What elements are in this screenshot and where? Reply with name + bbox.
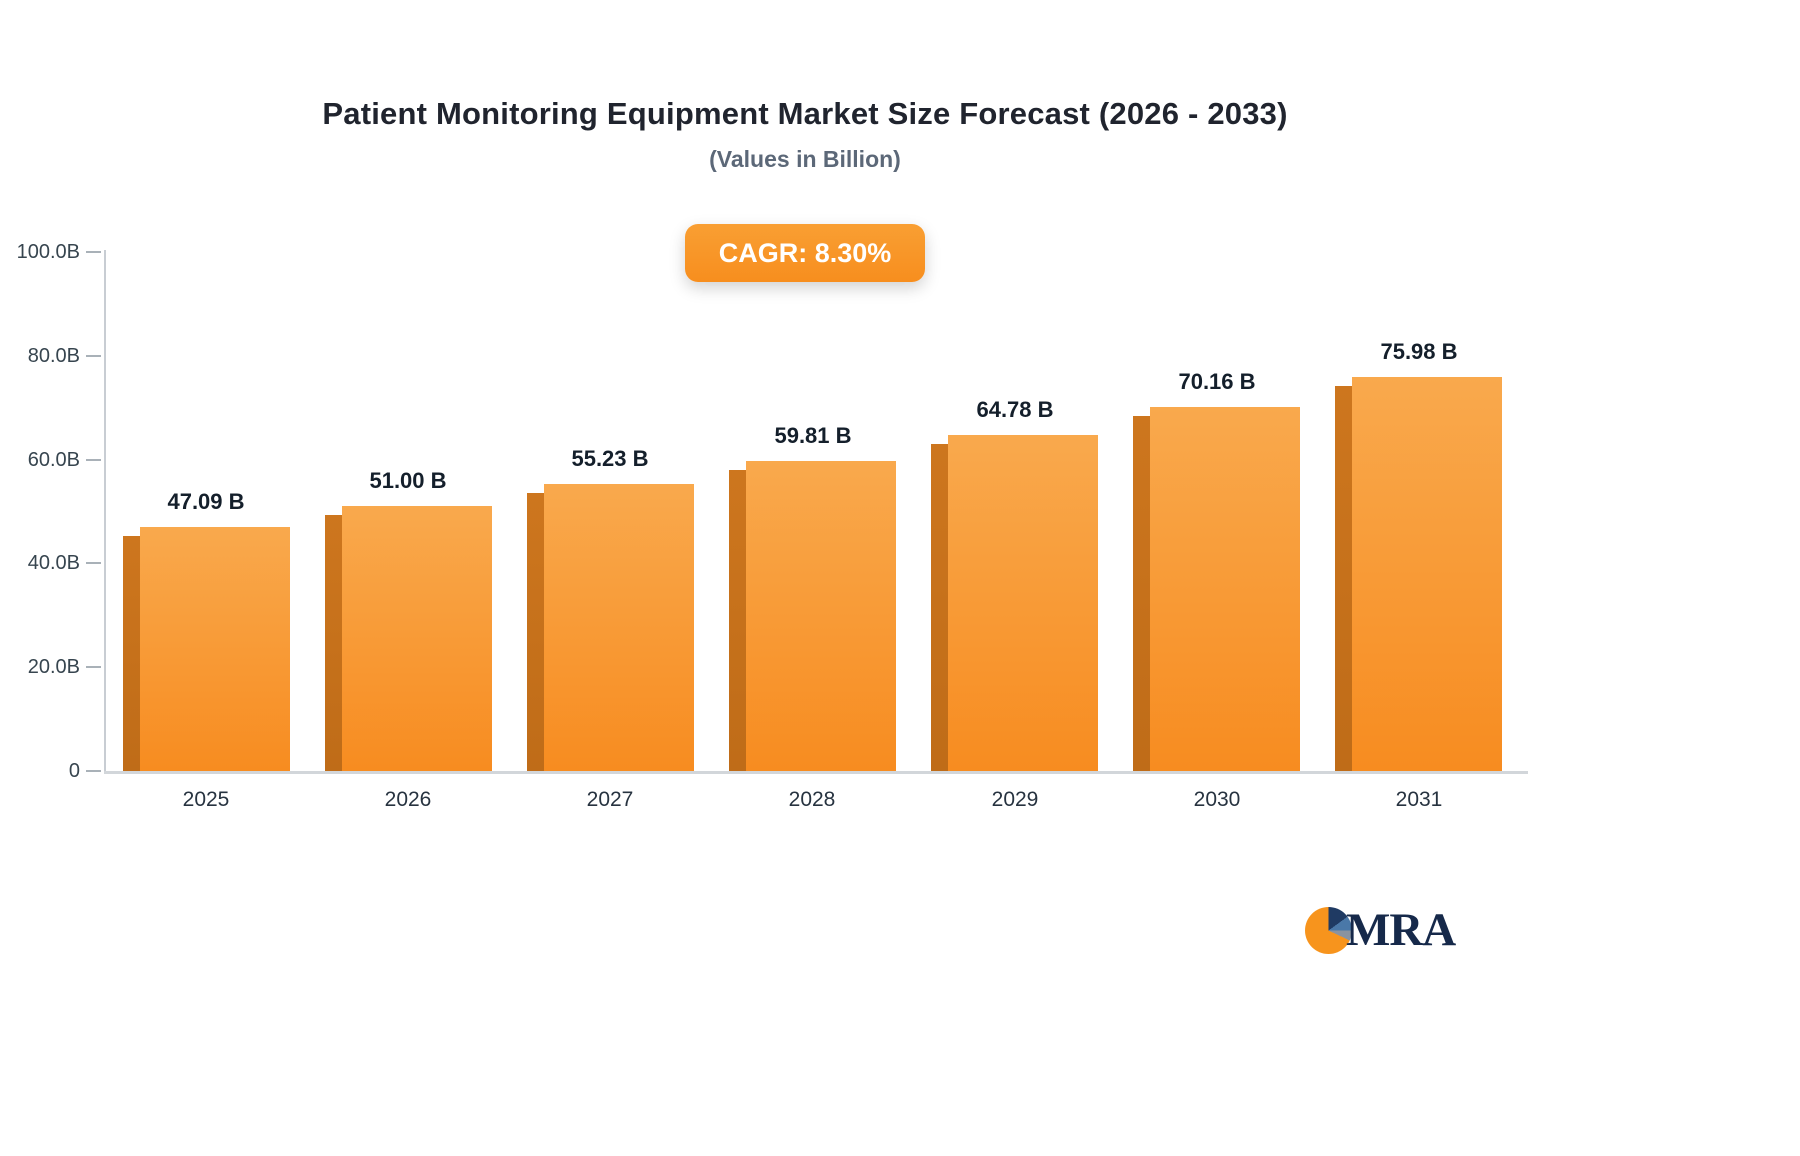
y-axis-tick-label: 80.0B bbox=[27, 345, 80, 367]
y-axis-tick-label: 60.0B bbox=[27, 449, 80, 471]
bar-2030 bbox=[1150, 407, 1300, 771]
chart-subtitle: (Values in Billion) bbox=[709, 146, 901, 172]
x-axis-label-2028: 2028 bbox=[788, 788, 836, 811]
y-axis-tick bbox=[86, 666, 101, 668]
y-axis-tick bbox=[86, 770, 101, 772]
y-axis-tick-label: 40.0B bbox=[27, 552, 80, 574]
brand-logo-text: MRA bbox=[1346, 904, 1456, 956]
x-axis-label-2030: 2030 bbox=[1193, 788, 1241, 811]
brand-logo: MRA bbox=[1305, 903, 1456, 957]
x-axis-label-2031: 2031 bbox=[1395, 788, 1443, 811]
bar-side-face-2027 bbox=[527, 493, 544, 771]
x-axis-label-2027: 2027 bbox=[586, 788, 634, 811]
x-axis-label-2029: 2029 bbox=[991, 788, 1039, 811]
chart-title: Patient Monitoring Equipment Market Size… bbox=[322, 96, 1288, 131]
bar-2026 bbox=[342, 506, 492, 771]
bar-2031 bbox=[1352, 377, 1502, 771]
pie-logo-icon bbox=[1305, 906, 1352, 954]
bar-value-label-2025: 47.09 B bbox=[167, 489, 245, 514]
cagr-badge: CAGR: 8.30% bbox=[685, 224, 925, 282]
bar-2028 bbox=[746, 461, 896, 771]
bar-side-face-2025 bbox=[123, 536, 140, 771]
x-axis-line bbox=[104, 771, 1528, 774]
bar-side-face-2031 bbox=[1335, 386, 1352, 771]
bar-value-label-2028: 59.81 B bbox=[774, 423, 852, 448]
bar-2025 bbox=[140, 527, 290, 771]
y-axis-tick-label: 0 bbox=[68, 760, 80, 782]
y-axis-line bbox=[104, 250, 106, 773]
bar-side-face-2026 bbox=[325, 515, 342, 771]
y-axis-tick bbox=[86, 251, 101, 253]
bar-2029 bbox=[948, 435, 1098, 771]
cagr-badge-label: CAGR: 8.30% bbox=[718, 237, 892, 268]
y-axis-tick bbox=[86, 459, 101, 461]
y-axis-tick-label: 20.0B bbox=[27, 656, 80, 678]
x-axis-label-2026: 2026 bbox=[384, 788, 432, 811]
y-axis-tick-label: 100.0B bbox=[16, 241, 80, 263]
x-axis-label-2025: 2025 bbox=[182, 788, 230, 811]
bar-value-label-2031: 75.98 B bbox=[1380, 339, 1458, 364]
bar-side-face-2028 bbox=[729, 470, 746, 771]
bar-value-label-2029: 64.78 B bbox=[976, 397, 1054, 422]
bar-value-label-2027: 55.23 B bbox=[571, 446, 649, 471]
bar-value-label-2030: 70.16 B bbox=[1178, 369, 1256, 394]
y-axis-tick bbox=[86, 355, 101, 357]
bar-side-face-2029 bbox=[931, 444, 948, 771]
bar-2027 bbox=[544, 484, 694, 771]
bar-value-label-2026: 51.00 B bbox=[369, 468, 447, 493]
bar-side-face-2030 bbox=[1133, 416, 1150, 771]
chart-header: Patient Monitoring Equipment Market Size… bbox=[0, 96, 1610, 173]
y-axis-tick bbox=[86, 562, 101, 564]
